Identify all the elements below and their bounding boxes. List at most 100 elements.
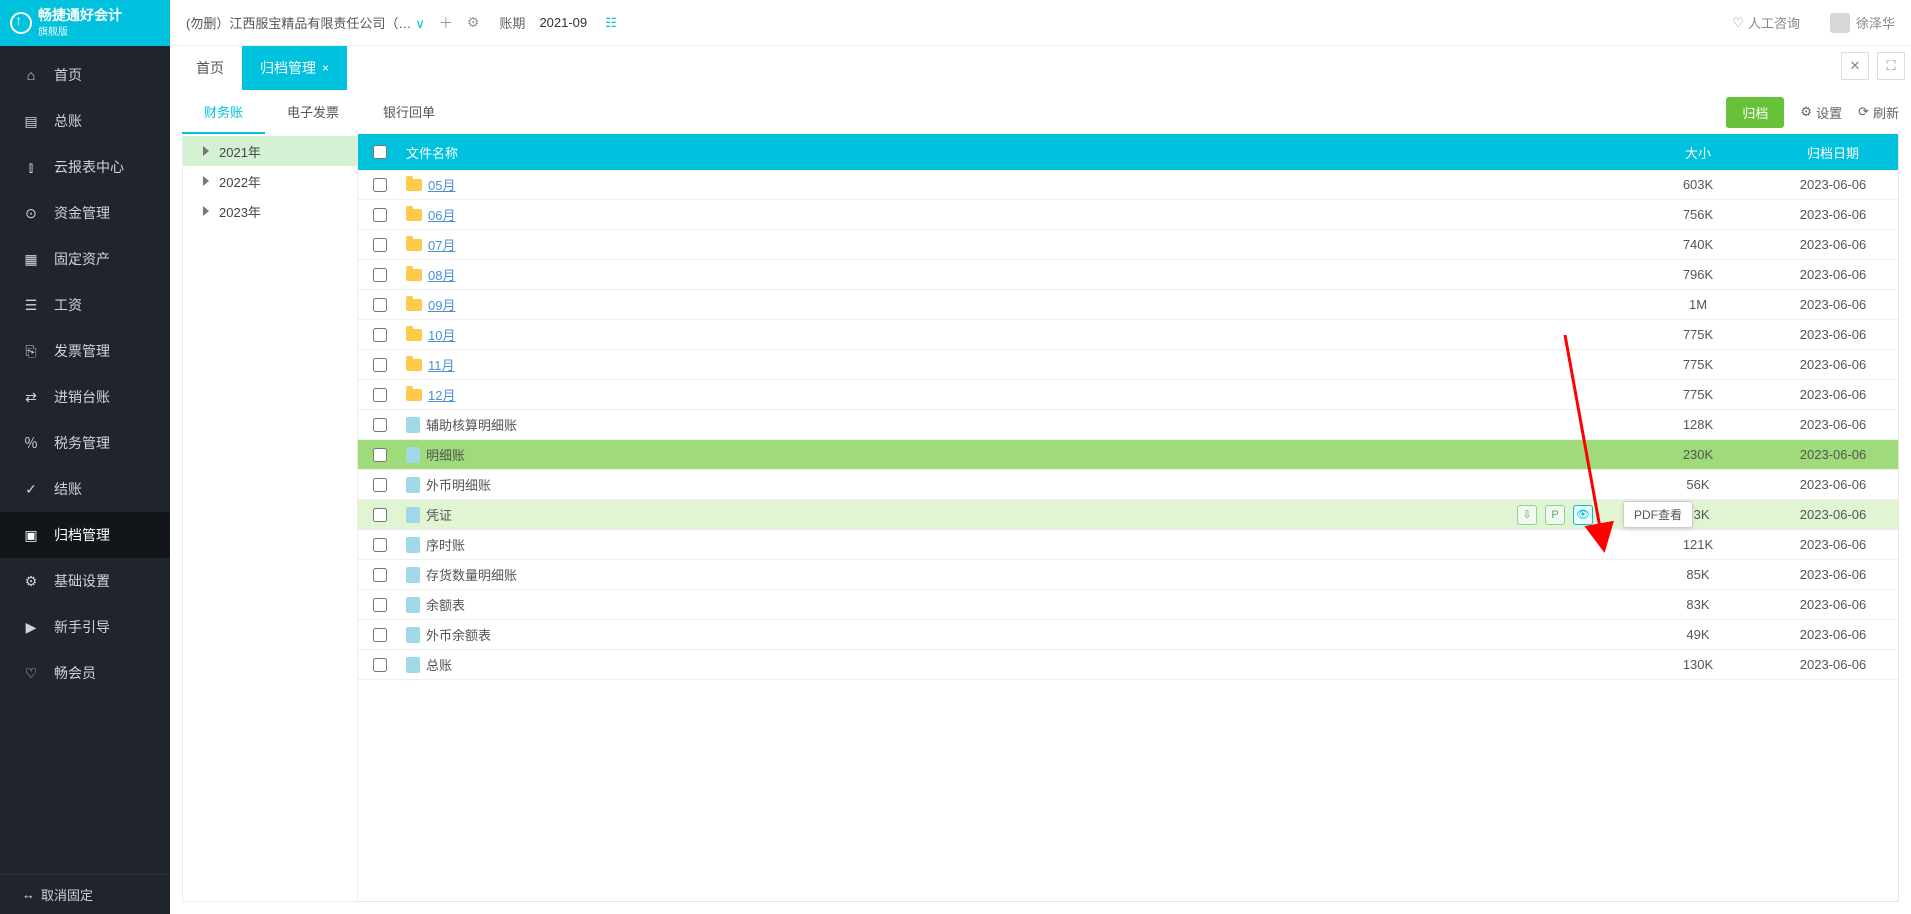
nav-item[interactable]: ⎘发票管理 [0, 328, 170, 374]
nav-icon: ♡ [22, 665, 40, 682]
table-row[interactable]: 06月 756K 2023-06-06 [358, 200, 1898, 230]
download-icon[interactable]: ⇩ [1517, 505, 1537, 525]
col-size-header: 大小 [1628, 143, 1768, 162]
archive-button[interactable]: 归档 [1726, 97, 1784, 128]
row-checkbox[interactable] [373, 628, 387, 642]
pdf-icon[interactable]: P [1545, 505, 1565, 525]
nav-label: 税务管理 [54, 433, 110, 453]
nav-item[interactable]: ▦固定资产 [0, 236, 170, 282]
file-name[interactable]: 07月 [428, 235, 455, 254]
row-checkbox[interactable] [373, 328, 387, 342]
table-row[interactable]: 总账 130K 2023-06-06 [358, 650, 1898, 680]
row-checkbox[interactable] [373, 298, 387, 312]
nav-label: 云报表中心 [54, 157, 124, 177]
row-checkbox[interactable] [373, 178, 387, 192]
period-value[interactable]: 2021-09 [539, 15, 587, 30]
row-checkbox[interactable] [373, 238, 387, 252]
nav-item[interactable]: ♡ 畅会员 [0, 650, 170, 696]
file-size: 128K [1628, 417, 1768, 432]
row-checkbox[interactable] [373, 658, 387, 672]
row-checkbox[interactable] [373, 568, 387, 582]
row-checkbox[interactable] [373, 358, 387, 372]
table-row[interactable]: 明细账 230K 2023-06-06 [358, 440, 1898, 470]
file-size: 775K [1628, 357, 1768, 372]
table-row[interactable]: 凭证 33K 2023-06-06 ⇩ P 👁 PDF查看 [358, 500, 1898, 530]
tree-item[interactable]: 2023年 [183, 196, 357, 226]
file-name[interactable]: 12月 [428, 385, 455, 404]
nav-item[interactable]: ⌂首页 [0, 52, 170, 98]
table-row[interactable]: 08月 796K 2023-06-06 [358, 260, 1898, 290]
nav-item[interactable]: ⫾云报表中心 [0, 144, 170, 190]
subtab[interactable]: 电子发票 [265, 90, 361, 134]
nav-icon: ▣ [22, 527, 40, 544]
subtab[interactable]: 银行回单 [361, 90, 457, 134]
nav-item[interactable]: ⇄进销台账 [0, 374, 170, 420]
row-checkbox[interactable] [373, 538, 387, 552]
fullscreen-button[interactable]: ⛶ [1877, 52, 1905, 80]
file-date: 2023-06-06 [1768, 207, 1898, 222]
org-selector[interactable]: (勿删）江西服宝精品有限责任公司（…∨ [186, 13, 425, 32]
nav-item[interactable]: ▣归档管理 [0, 512, 170, 558]
table-row[interactable]: 07月 740K 2023-06-06 [358, 230, 1898, 260]
nav-icon: ⊙ [22, 205, 40, 222]
row-checkbox[interactable] [373, 418, 387, 432]
file-icon [406, 657, 420, 673]
file-name[interactable]: 08月 [428, 265, 455, 284]
table-row[interactable]: 序时账 121K 2023-06-06 [358, 530, 1898, 560]
close-tab-button[interactable]: ✕ [1841, 52, 1869, 80]
nav-item[interactable]: ⚙基础设置 [0, 558, 170, 604]
table-row[interactable]: 11月 775K 2023-06-06 [358, 350, 1898, 380]
nav-icon: ⚙ [22, 573, 40, 590]
file-name: 余额表 [426, 595, 465, 614]
select-all-checkbox[interactable] [373, 145, 387, 159]
file-name: 外币余额表 [426, 625, 491, 644]
row-checkbox[interactable] [373, 268, 387, 282]
table-row[interactable]: 辅助核算明细账 128K 2023-06-06 [358, 410, 1898, 440]
refresh-link[interactable]: ⟳ 刷新 [1858, 103, 1899, 122]
nav-item[interactable]: ⊙资金管理 [0, 190, 170, 236]
row-checkbox[interactable] [373, 388, 387, 402]
preview-icon[interactable]: 👁 [1573, 505, 1593, 525]
file-size: 83K [1628, 597, 1768, 612]
nav-item[interactable]: ▶新手引导 [0, 604, 170, 650]
row-checkbox[interactable] [373, 598, 387, 612]
folder-icon [406, 329, 422, 341]
file-name[interactable]: 10月 [428, 325, 455, 344]
table-row[interactable]: 存货数量明细账 85K 2023-06-06 [358, 560, 1898, 590]
row-checkbox[interactable] [373, 508, 387, 522]
page-tab[interactable]: 首页 [178, 46, 242, 90]
nav-item[interactable]: ☰工资 [0, 282, 170, 328]
table-row[interactable]: 余额表 83K 2023-06-06 [358, 590, 1898, 620]
file-name[interactable]: 05月 [428, 175, 455, 194]
subtab[interactable]: 财务账 [182, 90, 265, 134]
sidebar-pin-toggle[interactable]: ↔取消固定 [0, 874, 170, 914]
tree-item[interactable]: 2022年 [183, 166, 357, 196]
table-row[interactable]: 外币余额表 49K 2023-06-06 [358, 620, 1898, 650]
row-checkbox[interactable] [373, 208, 387, 222]
table-row[interactable]: 10月 775K 2023-06-06 [358, 320, 1898, 350]
nav-item[interactable]: ▤总账 [0, 98, 170, 144]
nav-item[interactable]: ％税务管理 [0, 420, 170, 466]
tab-close-icon[interactable]: × [322, 61, 329, 75]
logo-icon [10, 12, 32, 34]
gear-icon[interactable]: ⚙ [467, 14, 480, 31]
help-link[interactable]: ♡ 人工咨询 [1732, 13, 1800, 32]
user-menu[interactable]: 徐泽华 [1830, 13, 1895, 33]
file-name[interactable]: 06月 [428, 205, 455, 224]
table-row[interactable]: 外币明细账 56K 2023-06-06 [358, 470, 1898, 500]
nav-icon: ▶ [22, 619, 40, 636]
tree-item[interactable]: 2021年 [183, 136, 357, 166]
table-row[interactable]: 05月 603K 2023-06-06 [358, 170, 1898, 200]
nav-label: 畅会员 [54, 663, 96, 683]
table-row[interactable]: 12月 775K 2023-06-06 [358, 380, 1898, 410]
row-checkbox[interactable] [373, 478, 387, 492]
add-icon[interactable]: ＋ [439, 13, 453, 33]
calendar-icon[interactable]: ☷ [605, 15, 617, 31]
table-row[interactable]: 09月 1M 2023-06-06 [358, 290, 1898, 320]
row-checkbox[interactable] [373, 448, 387, 462]
page-tab[interactable]: 归档管理× [242, 46, 347, 90]
nav-item[interactable]: ✓结账 [0, 466, 170, 512]
settings-link[interactable]: ⚙ 设置 [1800, 103, 1842, 122]
file-name[interactable]: 11月 [428, 355, 455, 374]
file-name[interactable]: 09月 [428, 295, 455, 314]
